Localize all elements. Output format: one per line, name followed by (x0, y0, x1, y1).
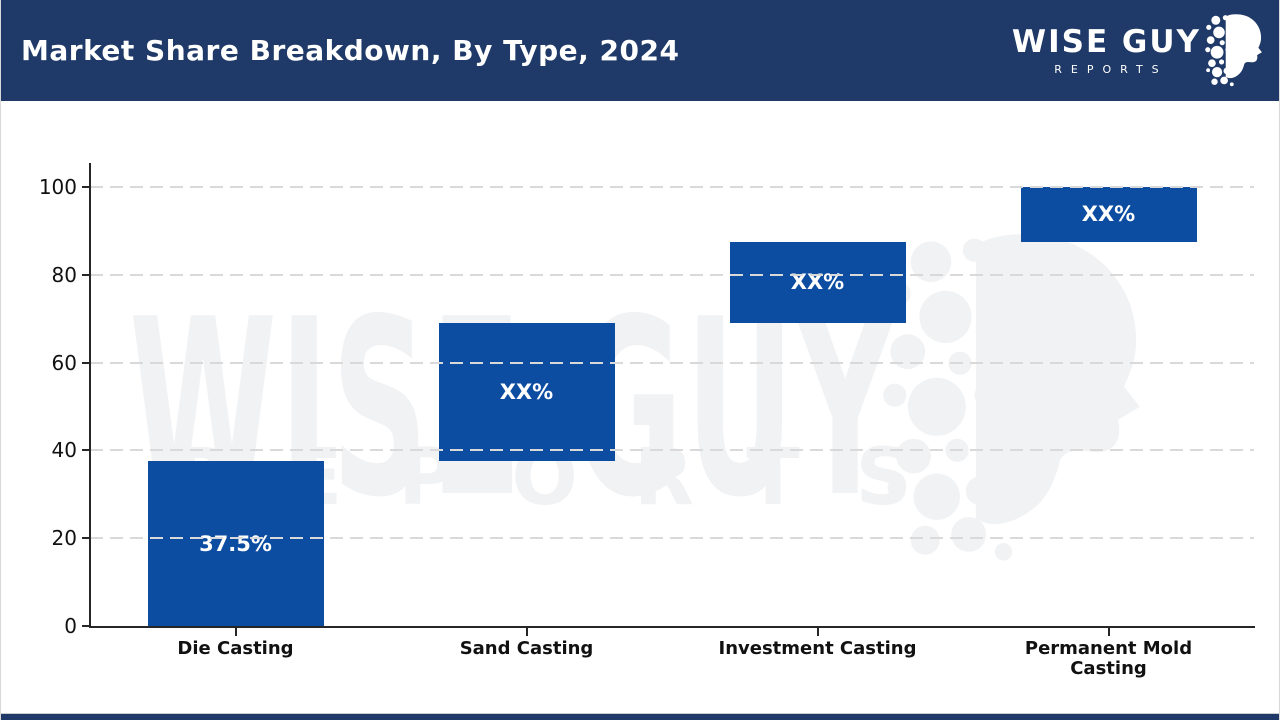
bar-value-label: XX% (499, 380, 554, 405)
bar: XX% (729, 241, 906, 324)
gridline (90, 449, 1254, 452)
y-axis-tick-mark (82, 361, 89, 364)
chart-title: Market Share Breakdown, By Type, 2024 (21, 34, 680, 67)
bar-value-label: 37.5% (199, 531, 272, 556)
x-axis-tick-mark (816, 628, 819, 636)
y-axis-tick-mark (82, 273, 89, 276)
header: Market Share Breakdown, By Type, 2024 WI… (1, 0, 1279, 101)
x-axis-tick-mark (234, 628, 237, 636)
bar: XX% (438, 323, 615, 462)
y-axis-tick-mark (82, 186, 89, 188)
bottom-border (1, 713, 1279, 714)
y-axis-tick-label: 0 (64, 614, 77, 638)
x-axis-tick-mark (525, 628, 528, 636)
footer-bar (1, 714, 1279, 720)
x-category-label: Investment Casting (718, 638, 917, 659)
brand-name: WISE GUY (1011, 23, 1201, 60)
x-axis-tick-mark (1107, 628, 1110, 636)
x-category-label: Permanent Mold Casting (1024, 638, 1193, 679)
gridline (90, 273, 1254, 276)
y-axis-tick-label: 80 (51, 262, 77, 287)
y-axis-tick-mark (82, 537, 89, 540)
watermark-face-icon (883, 234, 1140, 561)
chart-area: WISE GUY REPORTS 0 20 40 60 80 100 37.5% Die Ca… (1, 101, 1279, 713)
bar: 37.5% (147, 461, 324, 626)
y-axis-tick-label: 100 (38, 175, 77, 199)
gridline (90, 186, 1254, 188)
y-axis-tick-label: 60 (51, 350, 77, 375)
gridline (90, 361, 1254, 364)
gridline (90, 537, 1254, 540)
bar-value-label: XX% (1081, 202, 1136, 227)
brand-face-icon (1205, 13, 1262, 86)
brand-wordmark: WISE GUY REPORTS (1011, 23, 1201, 76)
brand-subname: REPORTS (1054, 62, 1168, 76)
x-axis-spine (89, 626, 1255, 628)
bar: XX% (1020, 187, 1197, 242)
y-axis-tick-mark (82, 625, 89, 627)
y-axis-tick-label: 20 (51, 526, 77, 551)
y-axis-tick-mark (82, 449, 89, 452)
y-axis-tick-label: 40 (51, 438, 77, 463)
y-axis-spine (89, 163, 91, 628)
brand-logo: WISE GUY REPORTS (1011, 11, 1279, 91)
x-category-label: Sand Casting (459, 638, 594, 659)
x-category-label: Die Casting (177, 638, 294, 659)
